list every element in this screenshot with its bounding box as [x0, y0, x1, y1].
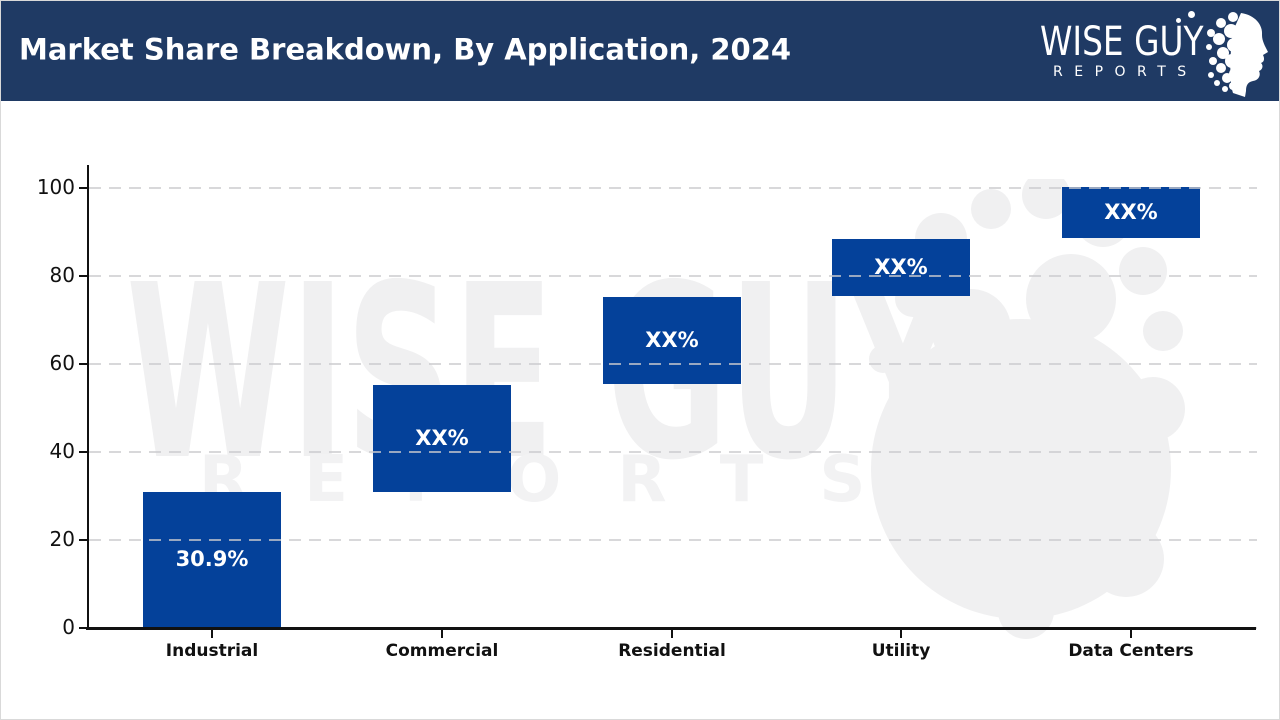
y-tick-label-40: 40 [49, 439, 75, 463]
watermark-line1: WISE GUY [126, 233, 957, 513]
logo-head-icon [1206, 12, 1268, 97]
wiseguy-logo: WISE GUY REPORTS [1007, 5, 1269, 97]
y-tick-mark-100 [79, 187, 87, 189]
y-gridline-60 [89, 363, 1257, 365]
y-tick-mark-80 [79, 275, 87, 277]
bar-utility [832, 239, 970, 296]
y-axis-line [87, 165, 89, 630]
logo-dot-icon [1188, 11, 1195, 18]
y-tick-mark-60 [79, 363, 87, 365]
y-gridline-40 [89, 451, 1257, 453]
bar-industrial [143, 492, 281, 628]
logo-dot-icon [1176, 18, 1181, 23]
x-tick-mark-industrial [211, 630, 213, 638]
x-label-residential: Residential [618, 641, 726, 661]
chart-area: WISE GUY REPORTS 30.9% Industrial XX% Comme… [1, 101, 1279, 719]
bar-label-commercial: XX% [415, 426, 469, 451]
x-tick-mark-residential [671, 630, 673, 638]
bar-label-industrial: 30.9% [175, 547, 249, 572]
bar-residential [603, 297, 741, 384]
y-tick-mark-40 [79, 451, 87, 453]
bar-label-data-centers: XX% [1104, 199, 1158, 224]
y-tick-label-0: 0 [62, 615, 75, 639]
x-label-utility: Utility [871, 641, 931, 661]
y-tick-mark-0 [79, 627, 87, 629]
header-bar: Market Share Breakdown, By Application, … [1, 1, 1279, 101]
y-tick-label-100: 100 [36, 175, 75, 199]
y-tick-label-60: 60 [49, 351, 75, 375]
y-tick-label-20: 20 [49, 527, 75, 551]
x-label-data-centers: Data Centers [1068, 641, 1194, 661]
watermark-head-icon [869, 179, 1185, 639]
y-tick-label-80: 80 [49, 263, 75, 287]
bar-commercial [373, 385, 511, 492]
x-label-commercial: Commercial [385, 641, 499, 661]
watermark-line2: REPORTS [199, 443, 922, 517]
chart-title: Market Share Breakdown, By Application, … [19, 32, 792, 67]
x-tick-mark-utility [900, 630, 902, 638]
bar-label-utility: XX% [874, 255, 928, 280]
x-axis-line [86, 627, 1256, 630]
plot-area: 30.9% Industrial XX% Commercial XX% Residenti… [1, 101, 1279, 719]
y-gridline-20 [89, 539, 1257, 541]
bar-label-residential: XX% [645, 328, 699, 353]
x-label-industrial: Industrial [165, 641, 259, 661]
y-gridline-100 [89, 187, 1257, 189]
x-tick-mark-commercial [441, 630, 443, 638]
y-tick-mark-20 [79, 539, 87, 541]
logo-wiseguy-text: WISE GUY [1040, 19, 1204, 65]
bar-data-centers [1062, 186, 1200, 239]
x-tick-mark-data-centers [1130, 630, 1132, 638]
y-gridline-80 [89, 275, 1257, 277]
logo-reports-text: REPORTS [1053, 64, 1198, 80]
